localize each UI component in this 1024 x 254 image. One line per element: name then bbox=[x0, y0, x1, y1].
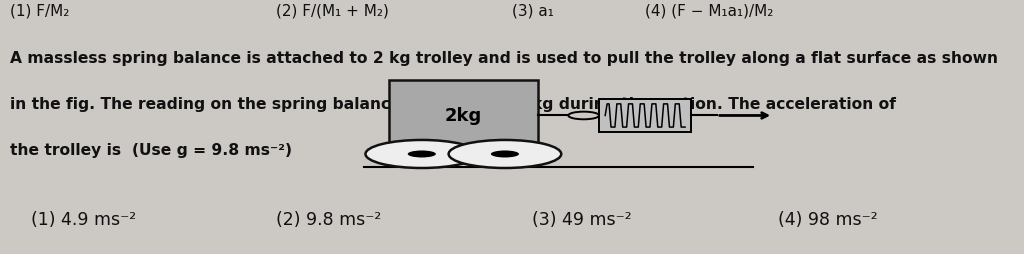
Text: (4) (F − M₁a₁)/M₂: (4) (F − M₁a₁)/M₂ bbox=[645, 4, 773, 19]
Text: (4) 98 ms⁻²: (4) 98 ms⁻² bbox=[778, 211, 878, 229]
Text: A massless spring balance is attached to 2 kg trolley and is used to pull the tr: A massless spring balance is attached to… bbox=[10, 51, 998, 66]
Text: the trolley is  (Use g = 9.8 ms⁻²): the trolley is (Use g = 9.8 ms⁻²) bbox=[10, 142, 293, 157]
Circle shape bbox=[366, 140, 478, 168]
Circle shape bbox=[568, 112, 599, 120]
Text: 2kg: 2kg bbox=[444, 107, 482, 125]
Text: (2) F/(M₁ + M₂): (2) F/(M₁ + M₂) bbox=[276, 4, 389, 19]
Circle shape bbox=[408, 151, 436, 158]
Circle shape bbox=[490, 151, 519, 158]
Bar bbox=[389, 81, 538, 152]
Text: (3) 49 ms⁻²: (3) 49 ms⁻² bbox=[532, 211, 632, 229]
Text: (1) 4.9 ms⁻²: (1) 4.9 ms⁻² bbox=[31, 211, 136, 229]
Text: in the fig. The reading on the spring balance remains at 10 kg during the motion: in the fig. The reading on the spring ba… bbox=[10, 97, 896, 112]
Bar bbox=[599, 100, 691, 133]
Text: (1) F/M₂: (1) F/M₂ bbox=[10, 4, 70, 19]
Text: (2) 9.8 ms⁻²: (2) 9.8 ms⁻² bbox=[276, 211, 382, 229]
Circle shape bbox=[449, 140, 561, 168]
Text: (3) a₁: (3) a₁ bbox=[512, 4, 554, 19]
